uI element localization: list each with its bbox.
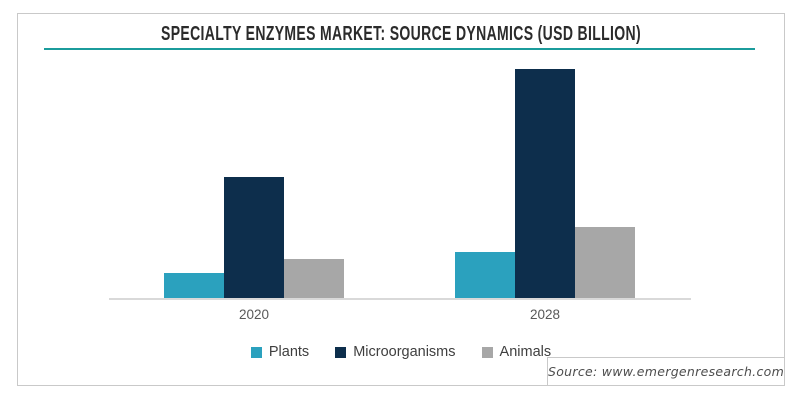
plot-area: [109, 63, 691, 298]
x-axis-line: [109, 298, 691, 300]
chart-legend: Plants Microorganisms Animals: [18, 344, 784, 360]
legend-label: Microorganisms: [353, 344, 456, 360]
bar-plants-2020: [164, 273, 224, 298]
legend-swatch-icon: [250, 346, 262, 358]
source-attribution-text: Source: www.emergenresearch.com: [547, 364, 785, 379]
chart-title: SPECIALTY ENZYMES MARKET: SOURCE DYNAMIC…: [161, 23, 641, 45]
legend-item-animals: Animals: [481, 344, 552, 360]
legend-label: Animals: [499, 344, 552, 360]
x-axis-label-2020: 2020: [238, 307, 270, 322]
source-attribution-box: Source: www.emergenresearch.com: [547, 357, 784, 385]
bar-plants-2028: [455, 252, 515, 298]
title-underline-rule: [44, 48, 755, 50]
bar-animals-2028: [575, 227, 635, 298]
legend-swatch-icon: [481, 346, 493, 358]
bar-microorganisms-2020: [224, 177, 284, 298]
bar-microorganisms-2028: [515, 69, 575, 298]
x-axis-label-2028: 2028: [529, 307, 561, 322]
legend-label: Plants: [268, 344, 310, 360]
legend-item-microorganisms: Microorganisms: [335, 344, 456, 360]
legend-item-plants: Plants: [250, 344, 310, 360]
chart-card: SPECIALTY ENZYMES MARKET: SOURCE DYNAMIC…: [17, 13, 785, 386]
bar-animals-2020: [284, 259, 344, 298]
legend-swatch-icon: [335, 346, 347, 358]
